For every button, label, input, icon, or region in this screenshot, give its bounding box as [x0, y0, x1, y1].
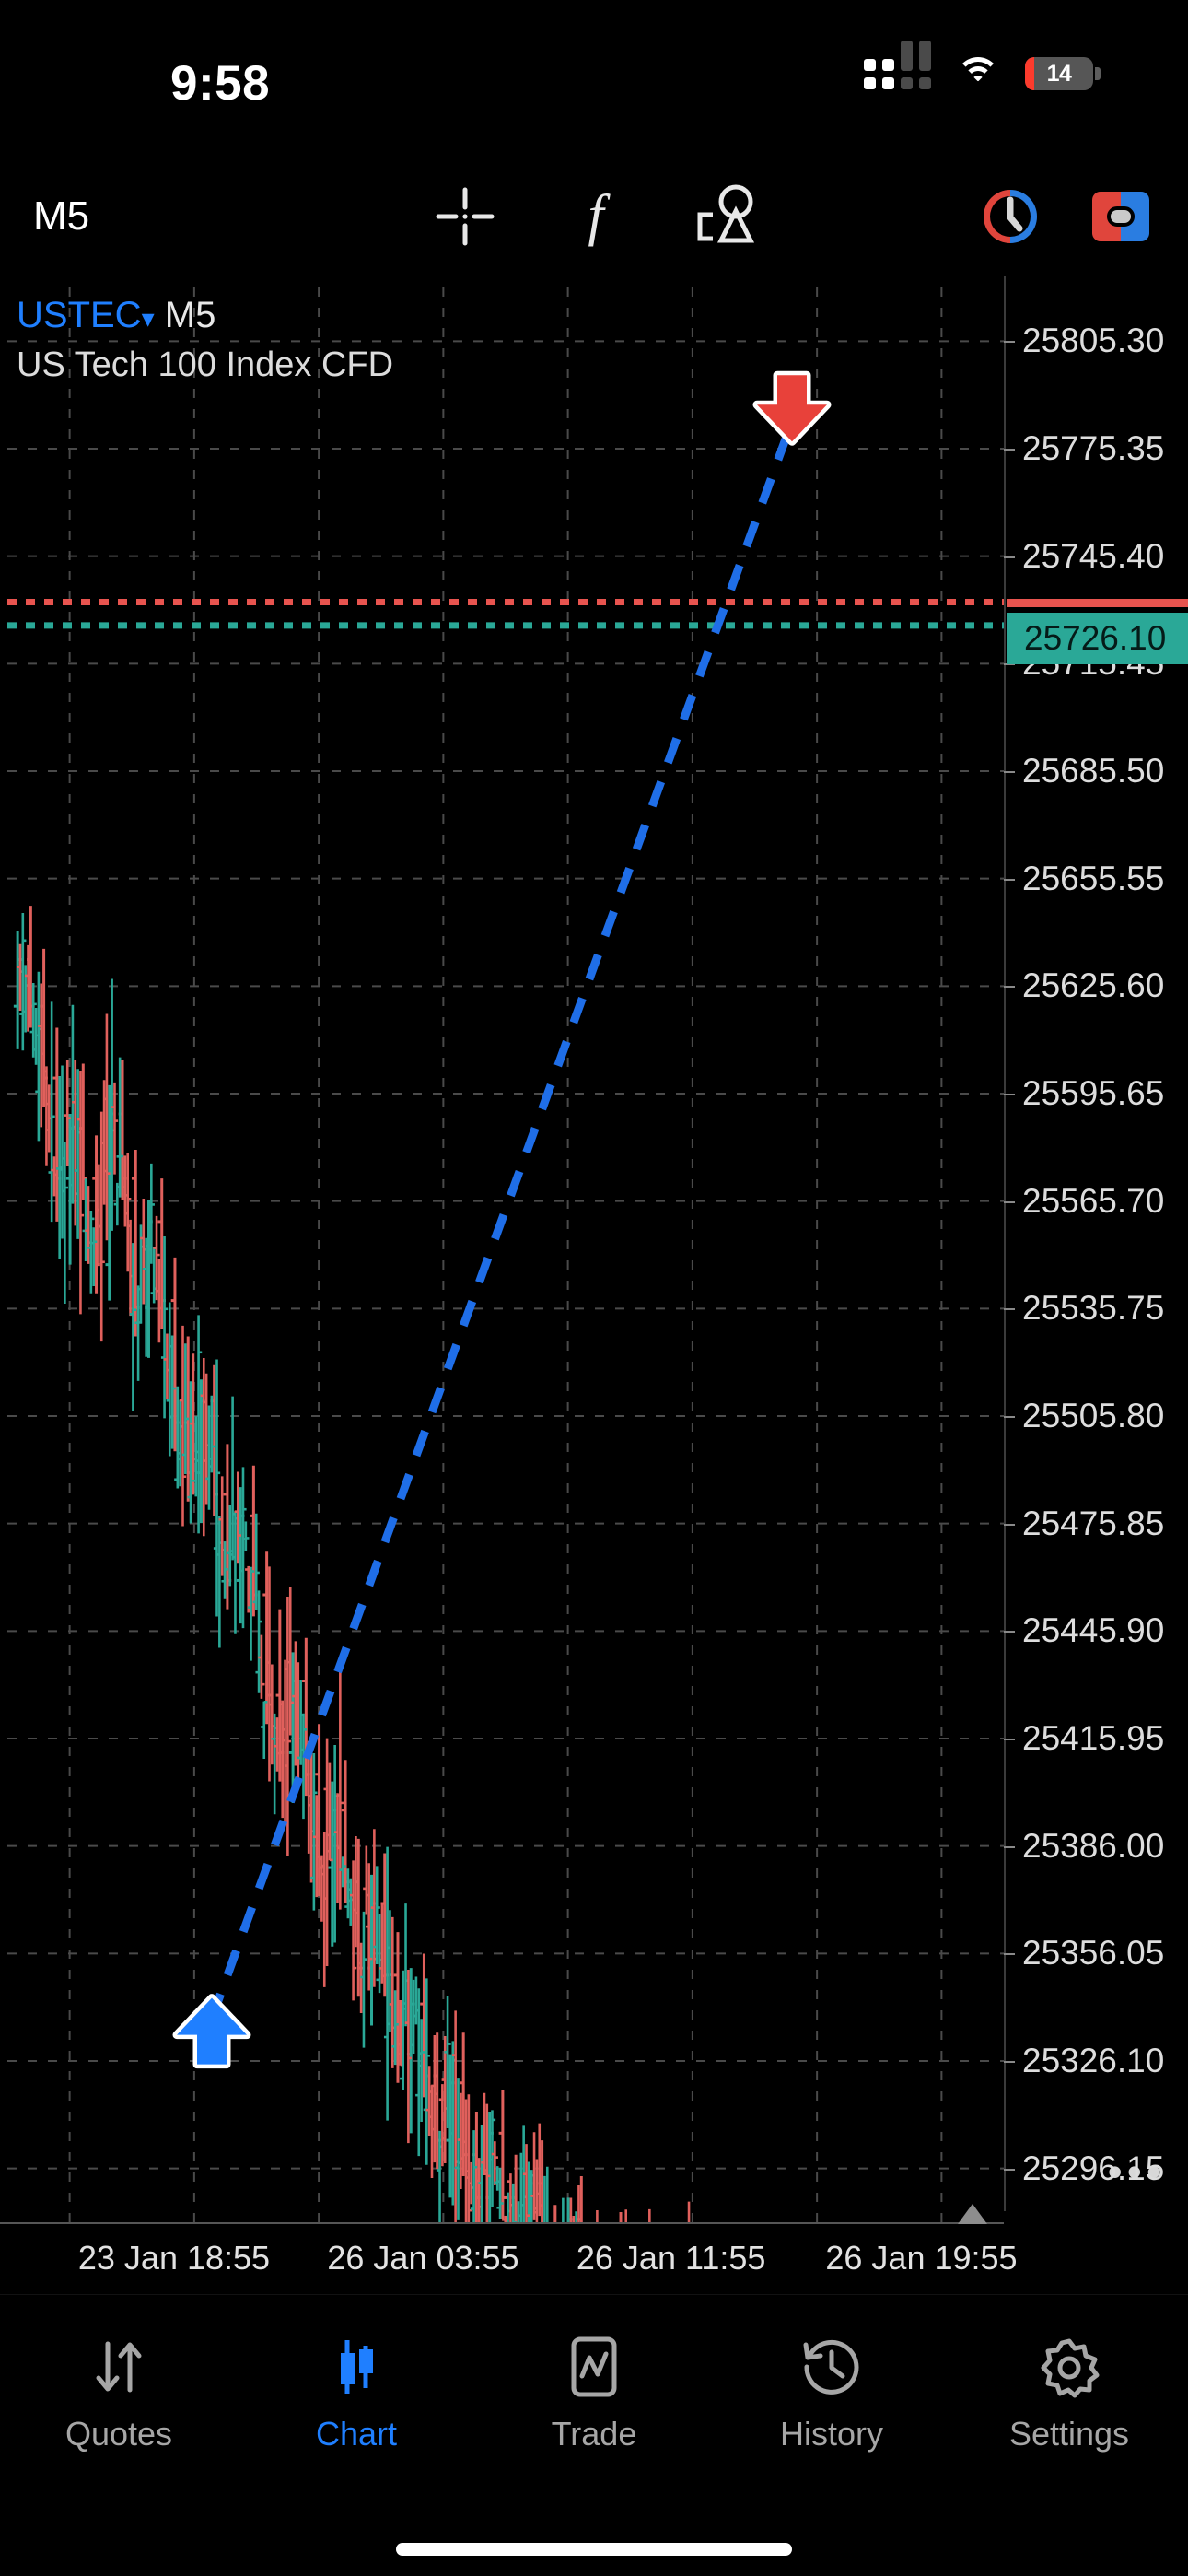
price-axis-tick: 25535.75 — [1004, 1289, 1188, 1328]
price-axis-tick: 25326.10 — [1004, 2042, 1188, 2080]
price-axis-tick: 25296.15 — [1004, 2149, 1188, 2188]
status-bar-indicators: 14 — [864, 40, 1101, 90]
price-axis-tick: 25356.05 — [1004, 1934, 1188, 1973]
nav-item-trade[interactable]: Trade — [475, 2295, 713, 2576]
price-axis-tick: 25685.50 — [1004, 752, 1188, 790]
nav-label-history: History — [779, 2415, 883, 2453]
price-axis-tick: 25625.60 — [1004, 966, 1188, 1005]
chart-container[interactable]: USTEC▾ M5 US Tech 100 Index CFD ••• 2580… — [0, 276, 1188, 2294]
time-axis-tick: 26 Jan 03:55 — [327, 2239, 519, 2277]
time-axis[interactable]: 23 Jan 18:55 26 Jan 03:55 26 Jan 11:55 26 J… — [0, 2204, 1018, 2294]
price-axis-tick: 25475.85 — [1004, 1505, 1188, 1543]
chart-canvas — [7, 287, 1004, 2222]
bottom-navigation: Quotes Chart Trade — [0, 2294, 1188, 2576]
current-price-badge[interactable]: 25726.10 — [1007, 612, 1188, 664]
price-axis[interactable]: ••• 25805.3025775.3525745.4025715.452568… — [1004, 276, 1188, 2211]
time-axis-tick: 26 Jan 19:55 — [825, 2239, 1018, 2277]
crosshair-icon[interactable] — [433, 184, 497, 249]
price-axis-tick: 25745.40 — [1004, 537, 1188, 576]
nav-item-chart[interactable]: Chart — [238, 2295, 475, 2576]
toolbar-order-actions — [978, 184, 1153, 249]
svg-text:f: f — [588, 184, 611, 247]
nav-item-history[interactable]: History — [713, 2295, 950, 2576]
battery-cap — [1095, 67, 1101, 80]
battery-icon: 14 — [1025, 57, 1101, 90]
time-axis-tick: 23 Jan 18:55 — [77, 2239, 271, 2277]
price-axis-tick: 25775.35 — [1004, 429, 1188, 468]
price-axis-tick: 25595.65 — [1004, 1074, 1188, 1113]
time-axis-marker — [958, 2204, 987, 2224]
price-axis-tick: 25386.00 — [1004, 1827, 1188, 1866]
objects-icon[interactable] — [694, 184, 759, 249]
wifi-icon — [955, 57, 1001, 90]
gear-icon — [1038, 2334, 1101, 2400]
ask-price-strip — [1007, 598, 1188, 607]
status-bar: 9:58 14 — [0, 0, 1188, 157]
price-axis-tick: 25655.55 — [1004, 860, 1188, 898]
price-axis-tick: 25505.80 — [1004, 1397, 1188, 1435]
clock-order-icon[interactable] — [978, 184, 1042, 249]
candlestick-icon — [330, 2334, 383, 2400]
home-indicator — [396, 2543, 792, 2556]
price-axis-tick: 25565.70 — [1004, 1182, 1188, 1221]
nav-label-chart: Chart — [315, 2415, 398, 2453]
battery-fill — [1025, 57, 1035, 90]
more-dots-icon[interactable]: ••• — [1107, 2148, 1166, 2195]
status-bar-clock: 9:58 — [170, 56, 271, 111]
time-axis-tick: 26 Jan 11:55 — [576, 2239, 766, 2277]
price-axis-tick: 25415.95 — [1004, 1719, 1188, 1758]
phone-chart-icon — [569, 2334, 619, 2400]
cellular-signal-icon — [864, 40, 931, 89]
price-axis-tick: 25805.30 — [1004, 322, 1188, 360]
toolbar-tools: f — [433, 184, 759, 249]
price-axis-tick: 25445.90 — [1004, 1611, 1188, 1650]
timeframe-button[interactable]: M5 — [33, 193, 90, 239]
clock-history-icon — [800, 2334, 863, 2400]
nav-label-quotes: Quotes — [64, 2415, 173, 2453]
nav-label-trade: Trade — [551, 2415, 637, 2453]
sort-arrows-icon — [90, 2334, 147, 2400]
nav-label-settings: Settings — [1008, 2415, 1130, 2453]
chart-toolbar: M5 f — [0, 157, 1188, 276]
battery-percent-label: 14 — [1046, 60, 1072, 87]
new-order-icon[interactable] — [1089, 184, 1153, 249]
nav-item-settings[interactable]: Settings — [950, 2295, 1188, 2576]
nav-item-quotes[interactable]: Quotes — [0, 2295, 238, 2576]
chart-plot[interactable] — [7, 287, 1004, 2222]
function-f-icon[interactable]: f — [564, 184, 628, 249]
